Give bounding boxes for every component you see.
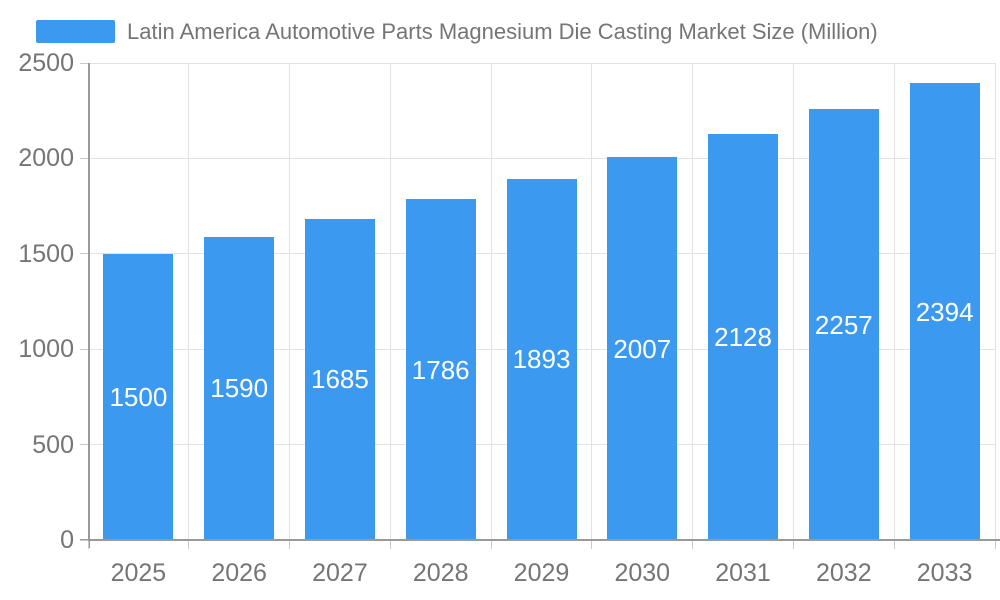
- bar-value-label: 2257: [814, 309, 873, 340]
- gridline-v: [490, 63, 492, 540]
- bar-2031[interactable]: 2128: [708, 133, 779, 540]
- x-axis-tick: [490, 541, 492, 549]
- y-axis-label: 1500: [18, 239, 74, 268]
- gridline-h: [88, 62, 995, 64]
- bar-2025[interactable]: 1500: [103, 253, 174, 540]
- gridline-v: [389, 63, 391, 540]
- y-axis-label: 2500: [18, 49, 74, 77]
- bar-value-label: 2128: [714, 321, 772, 352]
- bar-2032[interactable]: 2257: [808, 109, 879, 540]
- legend-label[interactable]: Latin America Automotive Parts Magnesium…: [127, 19, 878, 44]
- bar-value-label: 1893: [512, 344, 571, 375]
- gridline-v: [289, 63, 291, 540]
- y-axis-tick: [80, 157, 88, 159]
- x-axis-tick: [893, 541, 895, 549]
- gridline-v: [591, 63, 593, 540]
- gridline-v: [792, 63, 794, 540]
- x-axis-tick: [591, 541, 593, 549]
- bar-value-label: 1685: [311, 364, 369, 395]
- x-axis-label: 2029: [513, 559, 570, 587]
- bar-2033[interactable]: 2394: [909, 83, 980, 540]
- bar-2029[interactable]: 1893: [506, 178, 577, 540]
- x-axis-label: 2025: [110, 559, 167, 587]
- y-axis-label: 2000: [18, 144, 74, 173]
- bar-value-label: 2007: [613, 333, 672, 364]
- x-axis-tick: [994, 541, 996, 549]
- x-axis-tick: [692, 541, 694, 549]
- y-axis-label: 0: [60, 526, 74, 554]
- plot-area: 1500 1590 1685 1786 1893 2007 2128 2257 2394: [88, 62, 996, 540]
- x-axis-tick: [87, 541, 89, 549]
- legend-swatch[interactable]: [36, 20, 115, 43]
- bar-2026[interactable]: 1590: [204, 236, 275, 540]
- y-axis-tick: [80, 539, 88, 541]
- legend[interactable]: Latin America Automotive Parts Magnesium…: [36, 20, 878, 43]
- x-axis-line: [80, 539, 1000, 541]
- y-axis-tick: [80, 253, 88, 255]
- y-axis-label: 500: [32, 430, 74, 459]
- y-axis-tick: [80, 444, 88, 446]
- gridline-v: [994, 63, 996, 540]
- bar-2028[interactable]: 1786: [405, 199, 476, 540]
- x-axis-label: 2030: [614, 559, 671, 587]
- bar-value-label: 2394: [915, 296, 974, 327]
- x-axis-label: 2033: [916, 559, 973, 587]
- gridline-h: [88, 157, 995, 159]
- bar-2027[interactable]: 1685: [304, 218, 375, 540]
- bar-value-label: 1590: [210, 373, 269, 404]
- y-axis-line: [88, 63, 90, 548]
- gridline-v: [188, 63, 190, 540]
- gridline-v: [893, 63, 895, 540]
- x-axis-tick: [289, 541, 291, 549]
- gridline-v: [692, 63, 694, 540]
- x-axis-label: 2027: [312, 559, 368, 587]
- bar-2030[interactable]: 2007: [607, 157, 678, 540]
- x-axis-tick: [389, 541, 391, 549]
- bar-value-label: 1786: [411, 354, 470, 385]
- y-axis-tick: [80, 62, 88, 64]
- x-axis-tick: [792, 541, 794, 549]
- x-axis-label: 2031: [715, 559, 771, 587]
- x-axis-label: 2026: [211, 559, 267, 587]
- x-axis-tick: [188, 541, 190, 549]
- x-axis-label: 2032: [816, 559, 872, 587]
- bar-value-label: 1500: [109, 381, 168, 412]
- y-axis-label: 1000: [18, 335, 74, 364]
- x-axis-label: 2028: [412, 559, 469, 587]
- y-axis-tick: [80, 348, 88, 350]
